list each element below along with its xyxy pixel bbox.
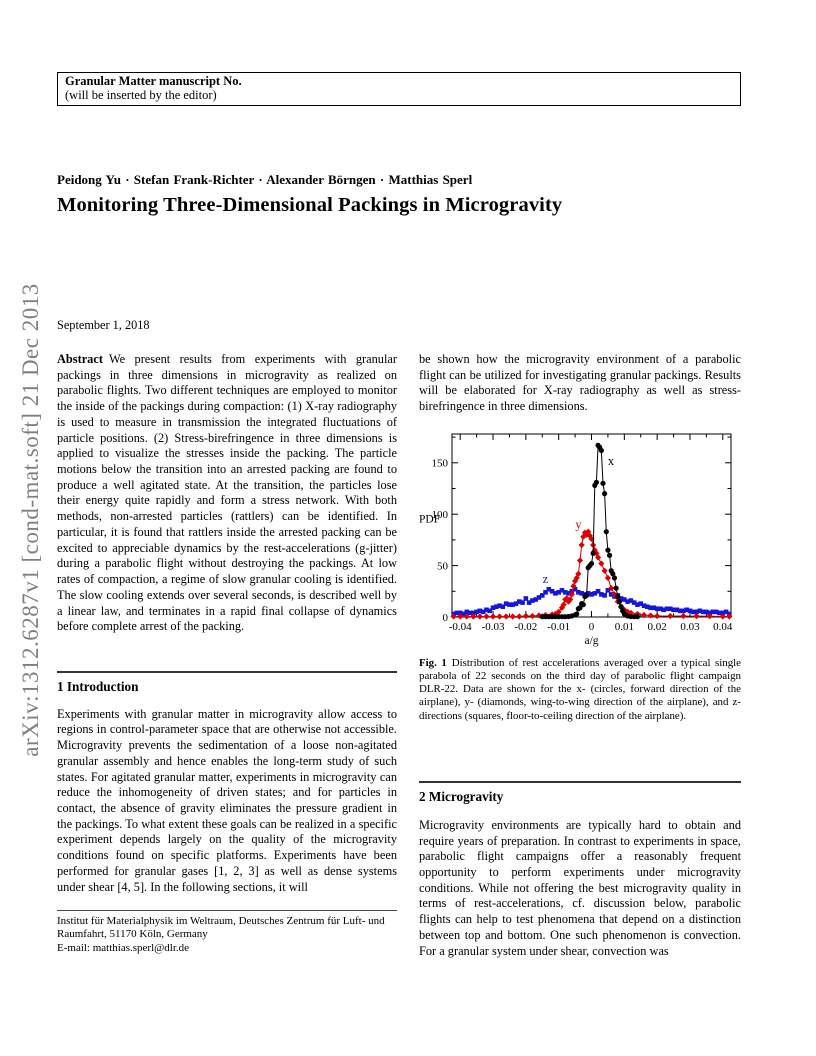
chart-plot-frame [451,433,732,618]
x-tick-label: -0.04 [449,621,472,633]
figure1-chart: -0.04 -0.03 -0.02 -0.01 0 0.01 0.02 0.03 0.04 0 50… [419,429,741,652]
figure1-caption-label: Fig. 1 [419,656,447,669]
intro-continuation-text: be shown how the microgravity environmen… [419,352,741,414]
footnote-email: E-mail: matthias.sperl@dlr.de [57,941,190,954]
x-tick-label: 0 [589,621,595,633]
x-tick-label: -0.02 [514,621,537,633]
section-introduction: 1 Introduction Experiments with granular… [57,670,397,895]
footnote-affiliation: Institut für Materialphysik im Weltraum,… [57,915,385,941]
x-tick-label: 0.04 [713,621,733,633]
chart-series-x [539,442,641,620]
abstract-text: We present results from experiments with… [57,352,397,634]
section-microgravity: 2 Microgravity Microgravity environments… [419,781,741,959]
right-column: be shown how the microgravity environmen… [419,352,741,959]
x-axis-label: a/g [584,635,598,647]
footnote-divider [57,910,397,912]
y-tick-label: 150 [432,457,449,469]
section-divider [419,781,741,784]
abstract-label: Abstract [57,352,103,366]
footnote: Institut für Materialphysik im Weltraum,… [57,910,397,955]
y-tick-label: 100 [432,509,449,521]
chart-series-z [451,586,732,617]
left-column: Abstract We present results from experime… [57,352,397,955]
figure-1: -0.04 -0.03 -0.02 -0.01 0 0.01 0.02 0.03 0.04 0 50… [419,429,741,723]
manuscript-note-box: Granular Matter manuscript No. (will be … [57,72,741,106]
x-tick-label: 0.02 [648,621,667,633]
section-heading-introduction: 1 Introduction [57,678,139,694]
figure1-chart-svg: -0.04 -0.03 -0.02 -0.01 0 0.01 0.02 0.03 0.04 0 50… [419,433,733,647]
section-divider [57,670,397,673]
y-tick-label: 0 [443,612,449,624]
authors-line: Peidong Yu · Stefan Frank-Richter · Alex… [57,172,473,187]
x-tick-label: 0.01 [615,621,634,633]
y-axis-label: PDF [419,513,440,525]
manuscript-note-line1: Granular Matter manuscript No. [65,74,242,88]
abstract: Abstract We present results from experime… [57,352,397,635]
x-tick-label: -0.03 [482,621,505,633]
manuscript-note-line2: (will be inserted by the editor) [65,87,217,102]
section-body-microgravity: Microgravity environments are typically … [419,817,741,958]
series-label-z: z [543,572,549,586]
figure1-caption: Fig. 1 Distribution of rest accelerations… [419,657,741,723]
y-tick-label: 50 [437,560,449,572]
arxiv-watermark: arXiv:1312.6287v1 [cond-mat.soft] 21 Dec… [18,283,43,757]
paper-title: Monitoring Three-Dimensional Packings in… [57,194,563,216]
date-line: September 1, 2018 [57,318,150,332]
series-label-y: y [575,517,582,531]
x-tick-label: 0.03 [680,621,700,633]
section-heading-microgravity: 2 Microgravity [419,789,504,805]
figure1-caption-text: Distribution of rest accelerations avera… [419,656,742,722]
section-body-introduction: Experiments with granular matter in micr… [57,706,397,894]
series-label-x: x [608,454,615,468]
x-tick-label: -0.01 [547,621,570,633]
